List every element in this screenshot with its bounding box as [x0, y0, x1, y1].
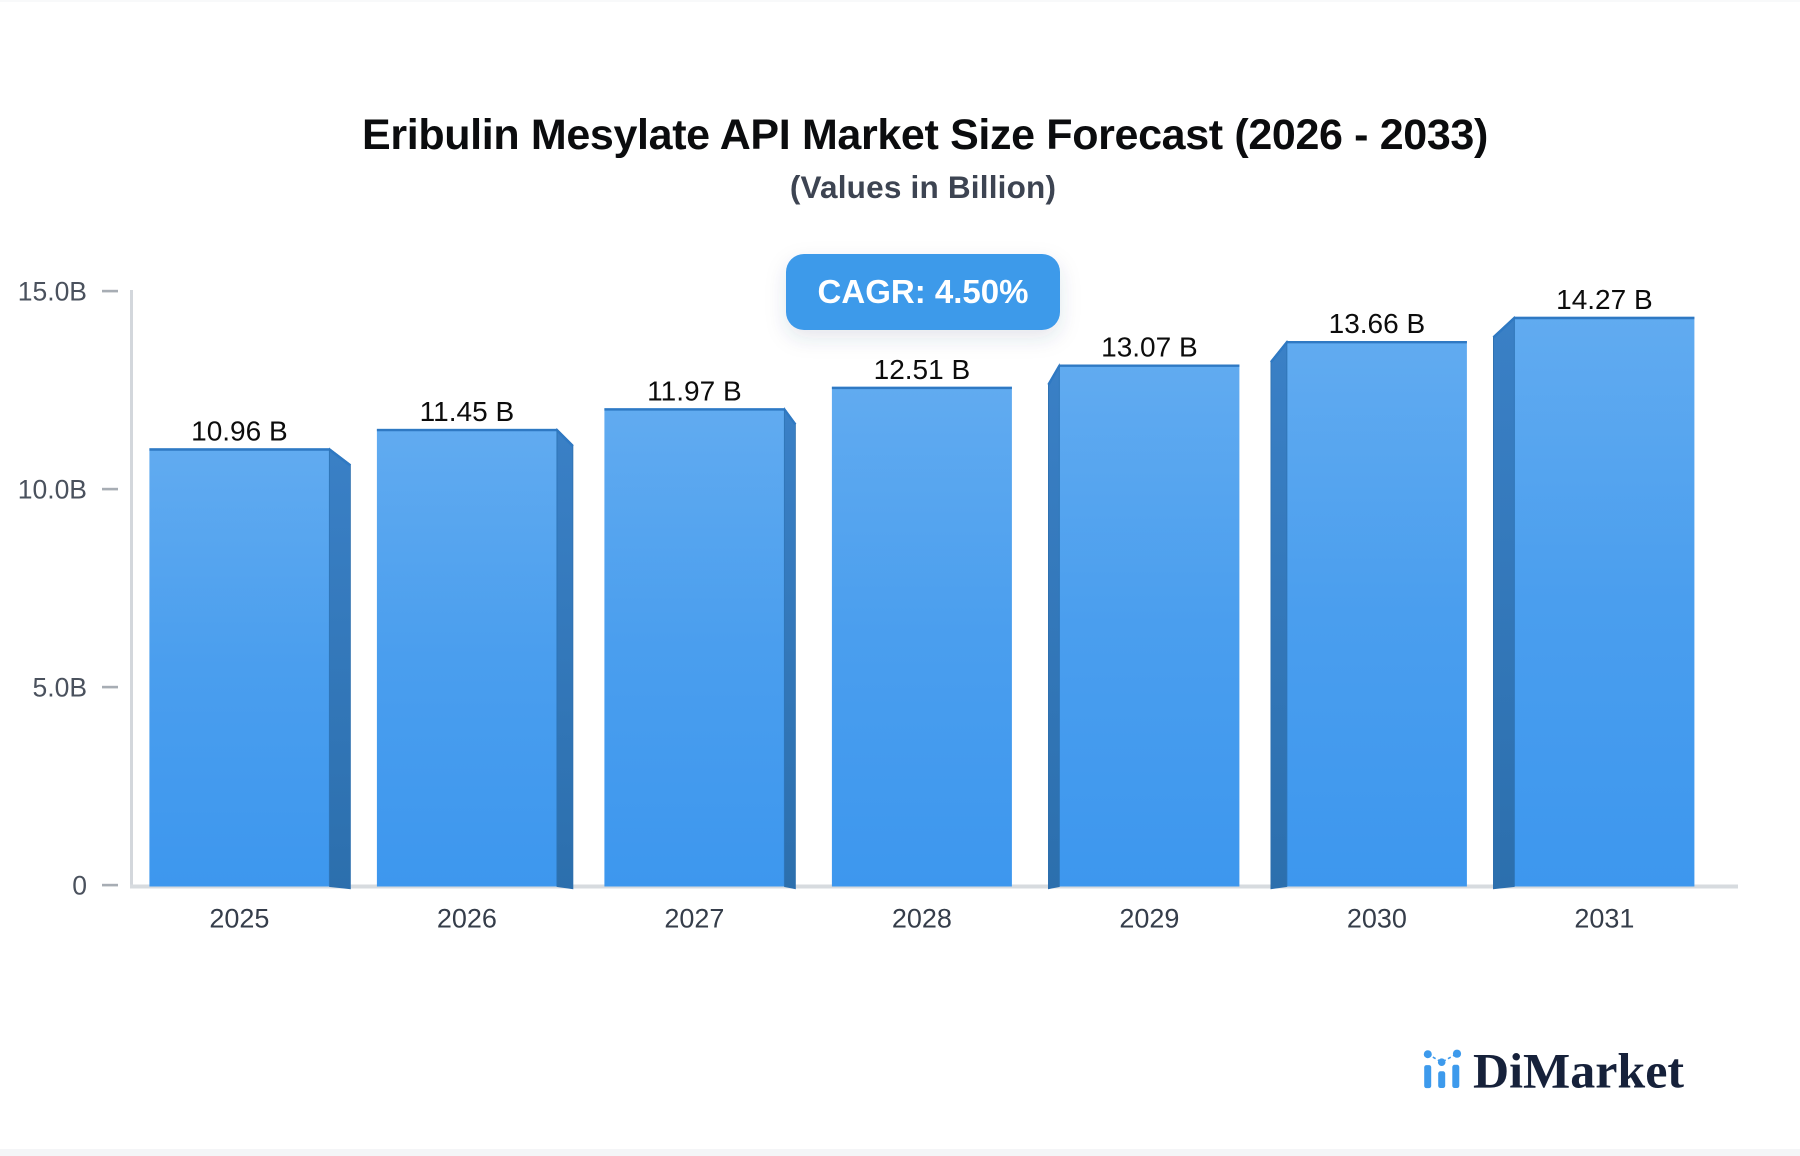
svg-text:CAGR: 4.50%: CAGR: 4.50%: [818, 273, 1029, 310]
svg-text:2028: 2028: [892, 904, 952, 934]
svg-text:0: 0: [72, 871, 87, 901]
svg-text:Eribulin Mesylate API Market S: Eribulin Mesylate API Market Size Foreca…: [362, 111, 1488, 159]
svg-text:2029: 2029: [1119, 904, 1179, 934]
svg-text:DiMarket: DiMarket: [1473, 1042, 1684, 1098]
svg-text:13.66 B: 13.66 B: [1329, 308, 1426, 339]
svg-text:15.0B: 15.0B: [18, 277, 87, 307]
svg-text:11.45 B: 11.45 B: [420, 396, 514, 427]
svg-text:(Values in Billion): (Values in Billion): [790, 169, 1056, 205]
svg-text:2026: 2026: [437, 904, 497, 934]
svg-text:11.97 B: 11.97 B: [647, 375, 741, 406]
svg-text:2030: 2030: [1347, 904, 1407, 934]
svg-text:2031: 2031: [1574, 904, 1634, 934]
svg-text:12.51 B: 12.51 B: [874, 354, 971, 385]
svg-text:10.0B: 10.0B: [18, 475, 87, 505]
svg-text:2027: 2027: [664, 904, 724, 934]
svg-text:5.0B: 5.0B: [32, 673, 87, 703]
svg-text:14.27 B: 14.27 B: [1556, 284, 1653, 315]
svg-text:10.96 B: 10.96 B: [191, 416, 288, 447]
svg-text:13.07 B: 13.07 B: [1101, 332, 1198, 363]
svg-text:2025: 2025: [209, 904, 269, 934]
